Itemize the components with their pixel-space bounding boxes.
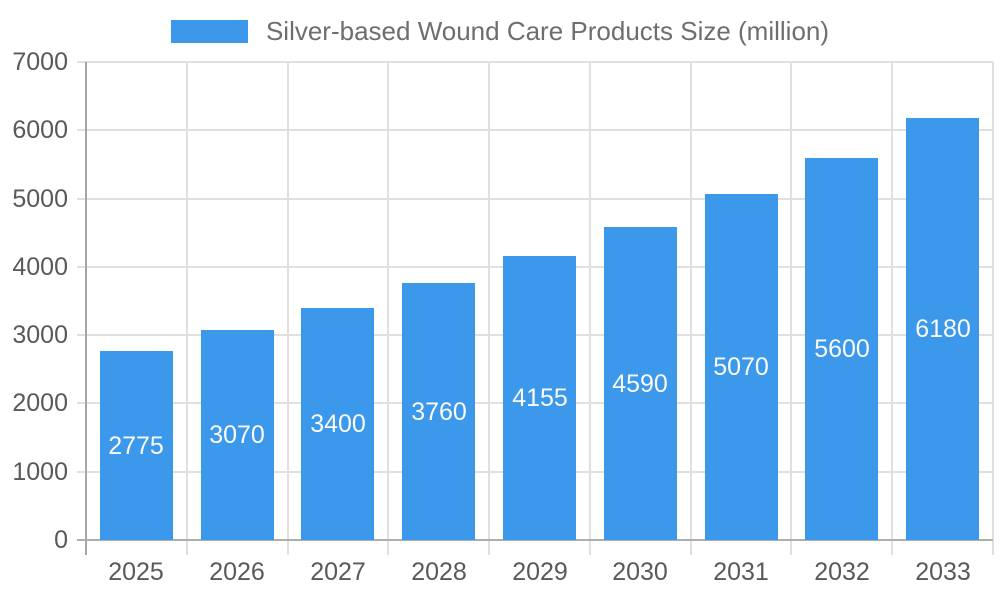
bar-value-label: 2775 bbox=[108, 432, 164, 460]
gridline-vertical bbox=[186, 62, 188, 555]
y-axis-tick-label: 7000 bbox=[12, 48, 68, 76]
y-axis-tick-label: 0 bbox=[54, 526, 68, 554]
bar-2026 bbox=[201, 330, 274, 540]
gridline-vertical bbox=[488, 62, 490, 555]
gridline-vertical bbox=[690, 62, 692, 555]
x-axis-tick-label: 2027 bbox=[310, 558, 366, 586]
y-axis-tick-label: 5000 bbox=[12, 185, 68, 213]
x-axis-tick-label: 2033 bbox=[915, 558, 971, 586]
gridline-horizontal bbox=[77, 61, 993, 63]
bar-value-label: 3400 bbox=[310, 410, 366, 438]
x-axis-tick-label: 2025 bbox=[108, 558, 164, 586]
bar-value-label: 5600 bbox=[814, 335, 870, 363]
bar-value-label: 3070 bbox=[209, 421, 265, 449]
x-axis-tick-label: 2029 bbox=[512, 558, 568, 586]
gridline-vertical bbox=[287, 62, 289, 555]
y-axis-tick-label: 3000 bbox=[12, 321, 68, 349]
bar-2033 bbox=[906, 118, 979, 540]
y-axis-line bbox=[85, 62, 87, 555]
y-axis-tick-label: 1000 bbox=[12, 458, 68, 486]
gridline-vertical bbox=[387, 62, 389, 555]
legend-swatch bbox=[170, 20, 248, 43]
gridline-vertical bbox=[790, 62, 792, 555]
x-axis-line bbox=[77, 539, 993, 541]
bar-2028 bbox=[402, 283, 475, 540]
x-axis-tick-label: 2031 bbox=[713, 558, 769, 586]
x-axis-tick-label: 2030 bbox=[612, 558, 668, 586]
y-axis-tick-label: 6000 bbox=[12, 116, 68, 144]
gridline-horizontal bbox=[77, 129, 993, 131]
x-axis-tick-label: 2028 bbox=[411, 558, 467, 586]
bar-2029 bbox=[503, 256, 576, 540]
bar-value-label: 4590 bbox=[612, 370, 668, 398]
gridline-vertical bbox=[891, 62, 893, 555]
legend-label: Silver-based Wound Care Products Size (m… bbox=[265, 16, 830, 46]
y-axis-tick-label: 4000 bbox=[12, 253, 68, 281]
bar-2030 bbox=[604, 227, 677, 540]
bar-value-label: 6180 bbox=[915, 315, 971, 343]
bar-value-label: 3760 bbox=[411, 398, 467, 426]
bar-2031 bbox=[705, 194, 778, 540]
gridline-vertical bbox=[589, 62, 591, 555]
y-axis-tick-label: 2000 bbox=[12, 389, 68, 417]
gridline-horizontal bbox=[77, 198, 993, 200]
x-axis-tick-label: 2026 bbox=[209, 558, 265, 586]
bar-value-label: 5070 bbox=[713, 353, 769, 381]
bar-2025 bbox=[100, 351, 173, 540]
legend-item[interactable]: Silver-based Wound Care Products Size (m… bbox=[0, 18, 1000, 45]
bar-2027 bbox=[301, 308, 374, 540]
bar-value-label: 4155 bbox=[512, 384, 568, 412]
gridline-vertical bbox=[992, 62, 994, 555]
bar-2032 bbox=[805, 158, 878, 540]
x-axis-tick-label: 2032 bbox=[814, 558, 870, 586]
